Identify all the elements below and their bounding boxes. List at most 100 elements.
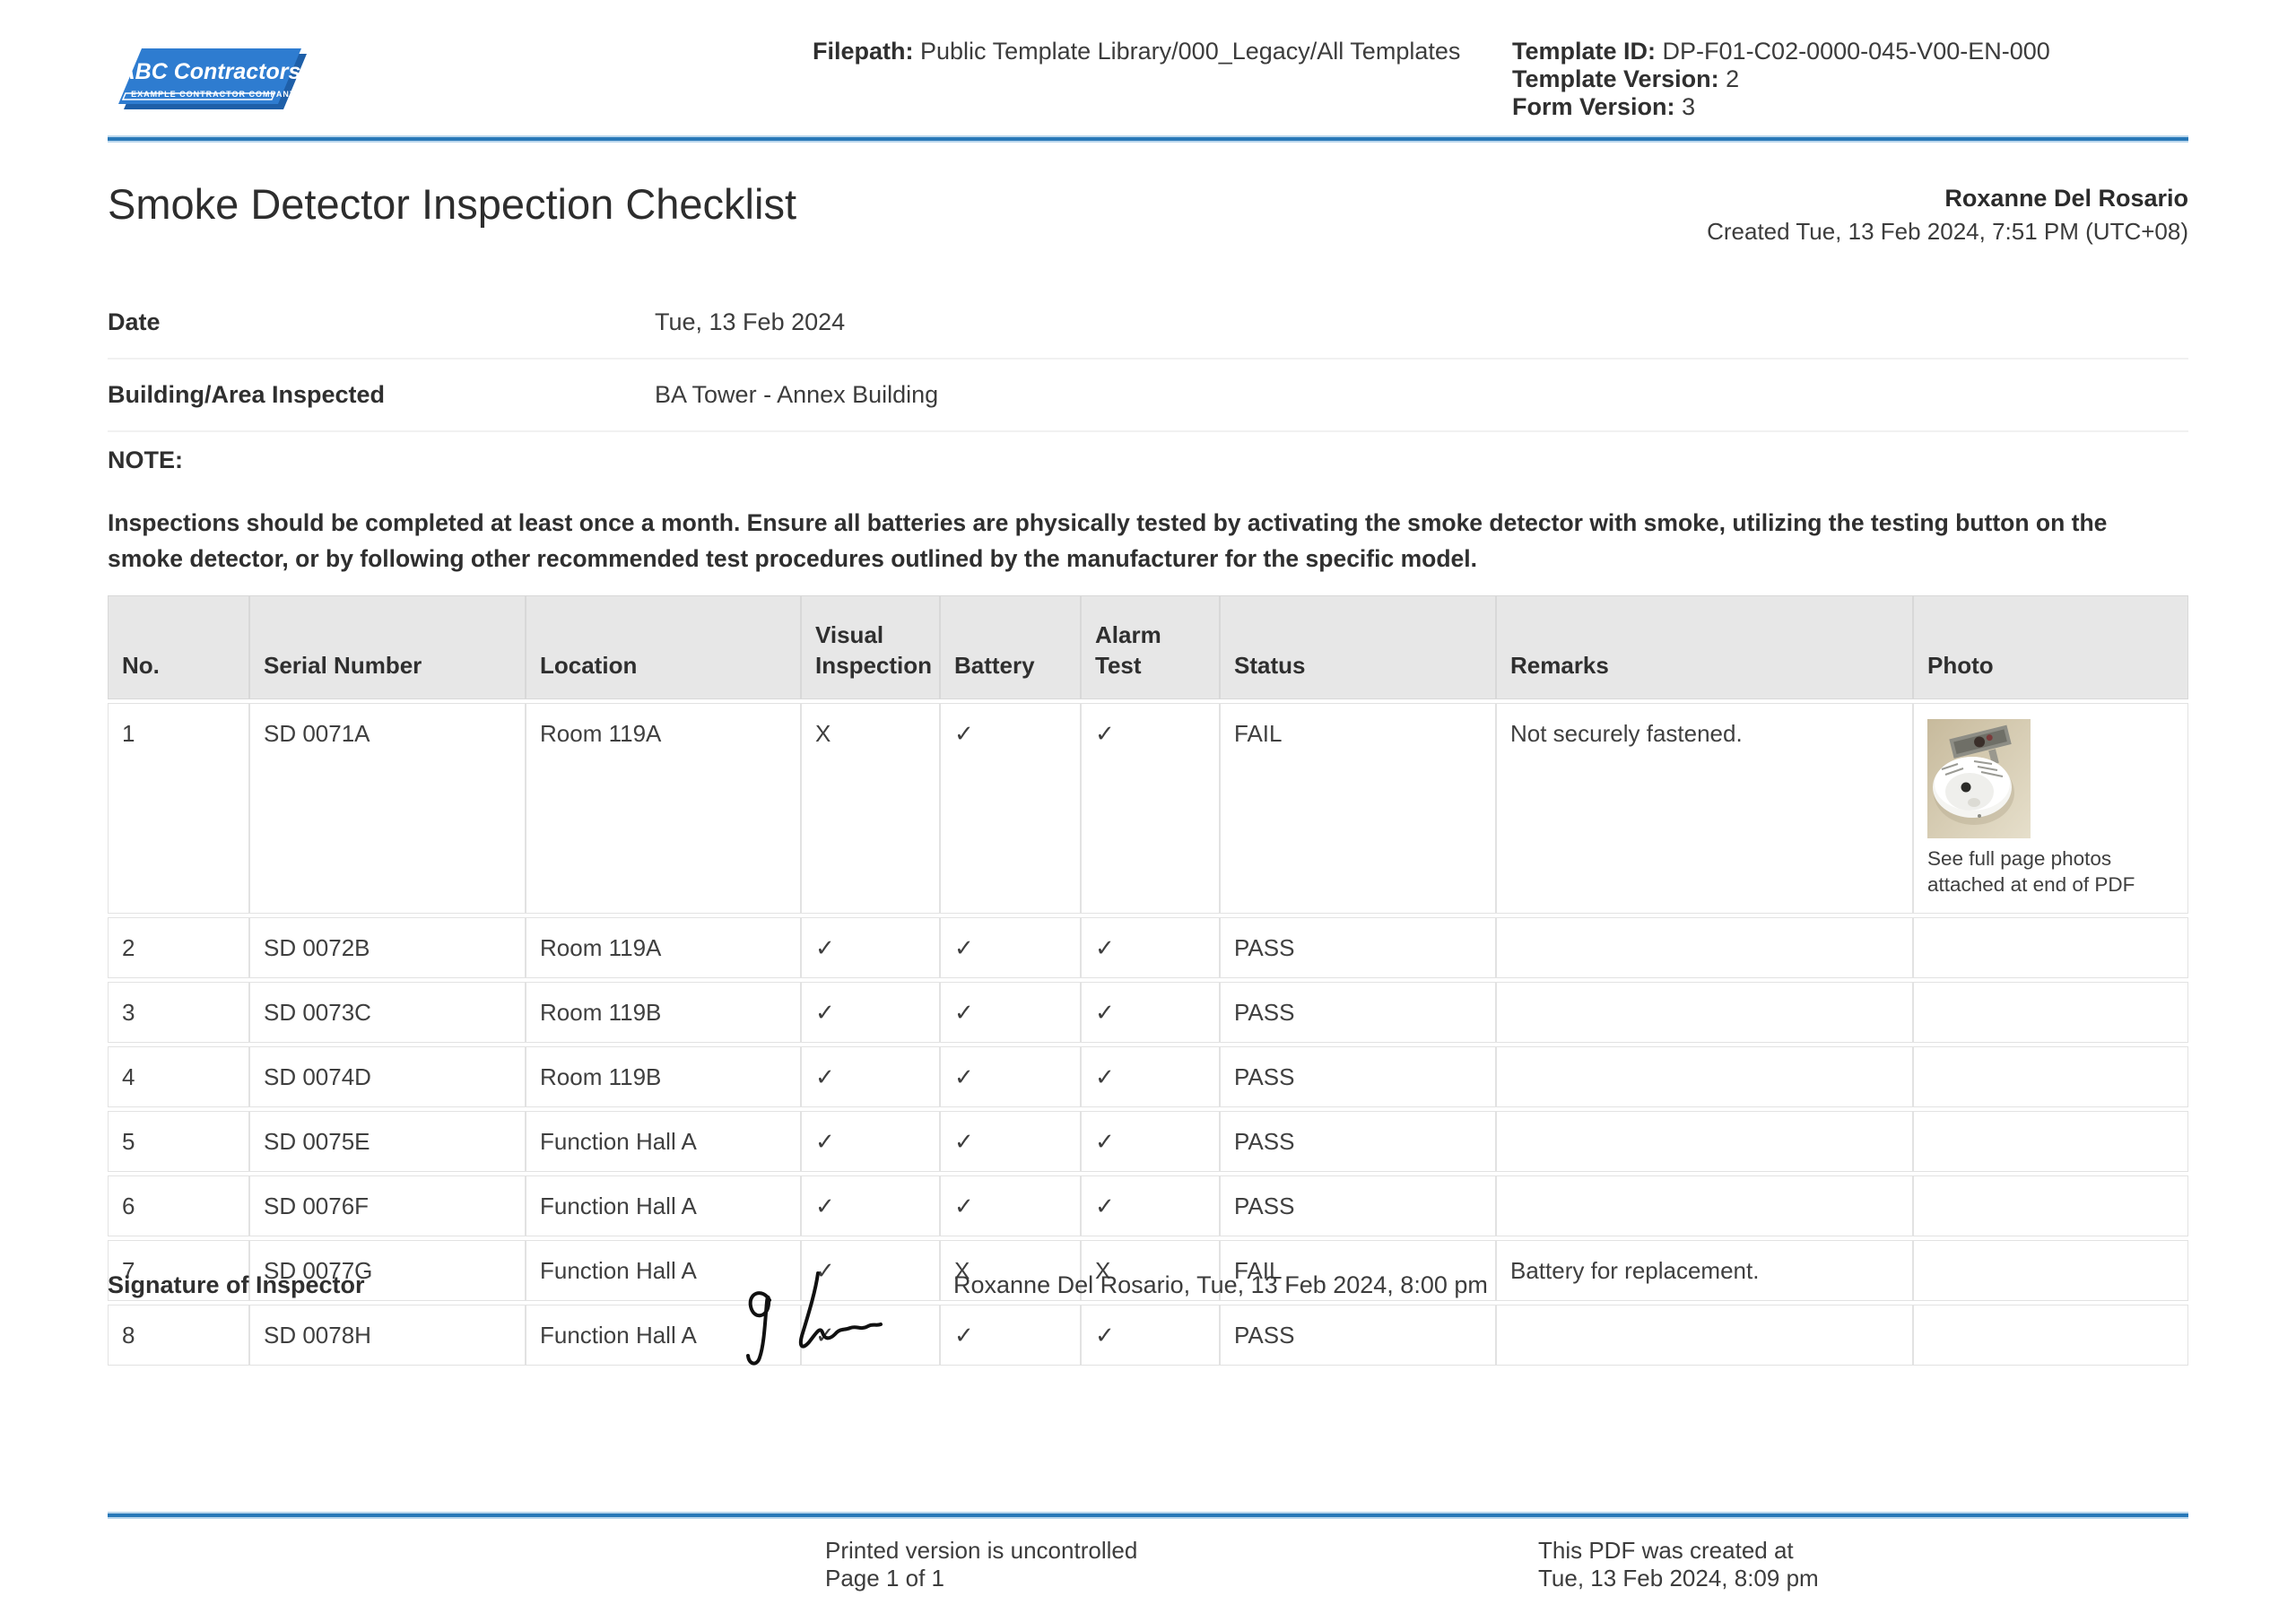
cell-photo <box>1913 1046 2188 1107</box>
footer-page-number: Page 1 of 1 <box>825 1565 944 1592</box>
cell-serial: SD 0074D <box>249 1046 526 1107</box>
cell-photo <box>1913 982 2188 1043</box>
building-label: Building/Area Inspected <box>108 381 386 408</box>
cell-status: PASS <box>1220 1305 1496 1366</box>
note-heading: NOTE: <box>108 447 183 473</box>
cell-alarm-test: ✓ <box>1081 1175 1220 1236</box>
table-row: 5 SD 0075E Function Hall A ✓ ✓ ✓ PASS <box>108 1111 2188 1172</box>
cell-battery: ✓ <box>940 703 1081 914</box>
cell-remarks <box>1496 1305 1913 1366</box>
inspector-signature-image <box>746 1271 883 1366</box>
created-timestamp: Created Tue, 13 Feb 2024, 7:51 PM (UTC+0… <box>1707 218 2188 245</box>
building-value: BA Tower - Annex Building <box>655 381 939 408</box>
inspection-table: No. Serial Number Location Visual Inspectio… <box>108 592 2188 1369</box>
template-version-line: Template Version: 2 <box>1512 65 2050 93</box>
column-header: Battery <box>940 595 1081 699</box>
table-row: 4 SD 0074D Room 119B ✓ ✓ ✓ PASS <box>108 1046 2188 1107</box>
cell-visual-inspection: ✓ <box>801 1175 940 1236</box>
cell-battery: ✓ <box>940 1305 1081 1366</box>
cell-alarm-test: ✓ <box>1081 982 1220 1043</box>
cell-photo <box>1913 917 2188 978</box>
field-row-date: Date Tue, 13 Feb 2024 <box>108 287 2188 360</box>
cell-remarks <box>1496 982 1913 1043</box>
cell-location: Function Hall A <box>526 1175 801 1236</box>
logo-title-text: ABC Contractors <box>118 59 301 84</box>
cell-location: Function Hall A <box>526 1111 801 1172</box>
cell-status: PASS <box>1220 982 1496 1043</box>
table-body: 1 SD 0071A Room 119A X ✓ ✓ FAIL Not secu… <box>108 703 2188 1366</box>
cell-photo <box>1913 1240 2188 1301</box>
form-version-line: Form Version: 3 <box>1512 93 2050 121</box>
footer-left: Printed version is uncontrolled Page 1 o… <box>825 1537 1137 1592</box>
cell-no: 7 <box>108 1240 249 1301</box>
cell-photo <box>1913 1305 2188 1366</box>
cell-location: Room 119B <box>526 982 801 1043</box>
date-label: Date <box>108 308 161 335</box>
cell-serial: SD 0072B <box>249 917 526 978</box>
table-header-row: No. Serial Number Location Visual Inspectio… <box>108 595 2188 699</box>
table-row: 2 SD 0072B Room 119A ✓ ✓ ✓ PASS <box>108 917 2188 978</box>
note-text: Inspections should be completed at least… <box>108 509 2108 572</box>
cell-location: Room 119B <box>526 1046 801 1107</box>
date-value: Tue, 13 Feb 2024 <box>655 308 846 335</box>
cell-remarks: Not securely fastened. <box>1496 703 1913 914</box>
header-divider <box>108 137 2188 141</box>
cell-visual-inspection: ✓ <box>801 1111 940 1172</box>
cell-location: Function Hall A <box>526 1240 801 1301</box>
cell-alarm-test: ✓ <box>1081 703 1220 914</box>
author-block: Roxanne Del Rosario Created Tue, 13 Feb … <box>1707 179 2188 246</box>
column-header: Location <box>526 595 801 699</box>
cell-visual-inspection: ✓ <box>801 1046 940 1107</box>
table-row: 3 SD 0073C Room 119B ✓ ✓ ✓ PASS <box>108 982 2188 1043</box>
footer-right: This PDF was created at Tue, 13 Feb 2024… <box>1538 1537 1819 1592</box>
cell-serial: SD 0077G <box>249 1240 526 1301</box>
footer-created-label: This PDF was created at <box>1538 1537 1794 1564</box>
template-version-value: 2 <box>1726 65 1740 92</box>
cell-alarm-test: X <box>1081 1240 1220 1301</box>
cell-battery: ✓ <box>940 1046 1081 1107</box>
cell-alarm-test: ✓ <box>1081 1305 1220 1366</box>
signature-label: Signature of Inspector <box>108 1271 365 1298</box>
footer-created-timestamp: Tue, 13 Feb 2024, 8:09 pm <box>1538 1565 1819 1592</box>
signature-value: Roxanne Del Rosario, Tue, 13 Feb 2024, 8… <box>953 1271 1488 1298</box>
logo-subtitle-text: EXAMPLE CONTRACTOR COMPANY <box>131 90 296 99</box>
cell-location: Room 119A <box>526 703 801 914</box>
cell-serial: SD 0071A <box>249 703 526 914</box>
photo-caption: See full page photos attached at end of … <box>1927 847 2135 896</box>
cell-serial: SD 0078H <box>249 1305 526 1366</box>
template-id-label: Template ID: <box>1512 38 1657 65</box>
cell-status: PASS <box>1220 917 1496 978</box>
cell-visual-inspection: X <box>801 703 940 914</box>
table-row: 6 SD 0076F Function Hall A ✓ ✓ ✓ PASS <box>108 1175 2188 1236</box>
template-id-value: DP-F01-C02-0000-045-V00-EN-000 <box>1662 38 2050 65</box>
form-version-label: Form Version: <box>1512 93 1675 120</box>
column-header: Status <box>1220 595 1496 699</box>
page-title: Smoke Detector Inspection Checklist <box>108 180 796 228</box>
cell-alarm-test: ✓ <box>1081 1111 1220 1172</box>
cell-no: 8 <box>108 1305 249 1366</box>
abc-contractors-logo: ABC Contractors EXAMPLE CONTRACTOR COMPA… <box>118 48 307 109</box>
table-row: 1 SD 0071A Room 119A X ✓ ✓ FAIL Not secu… <box>108 703 2188 914</box>
cell-location: Room 119A <box>526 917 801 978</box>
cell-battery: ✓ <box>940 1175 1081 1236</box>
footer-uncontrolled-note: Printed version is uncontrolled <box>825 1537 1138 1564</box>
title-row: Smoke Detector Inspection Checklist Roxa… <box>108 179 2188 246</box>
note-section: NOTE: Inspections should be completed at… <box>108 432 2188 614</box>
template-id-line: Template ID: DP-F01-C02-0000-045-V00-EN-… <box>1512 38 2050 65</box>
filepath-label: Filepath: <box>813 38 914 65</box>
cell-status: FAIL <box>1220 703 1496 914</box>
cell-no: 3 <box>108 982 249 1043</box>
cell-serial: SD 0075E <box>249 1111 526 1172</box>
column-header: Visual Inspection <box>801 595 940 699</box>
cell-no: 6 <box>108 1175 249 1236</box>
cell-status: PASS <box>1220 1111 1496 1172</box>
filepath: Filepath: Public Template Library/000_Le… <box>813 38 1460 65</box>
cell-battery: X <box>940 1240 1081 1301</box>
template-meta: Template ID: DP-F01-C02-0000-045-V00-EN-… <box>1512 38 2050 121</box>
cell-serial: SD 0076F <box>249 1175 526 1236</box>
cell-photo: See full page photos attached at end of … <box>1913 703 2188 914</box>
column-header: Photo <box>1913 595 2188 699</box>
cell-remarks <box>1496 917 1913 978</box>
cell-alarm-test: ✓ <box>1081 1046 1220 1107</box>
